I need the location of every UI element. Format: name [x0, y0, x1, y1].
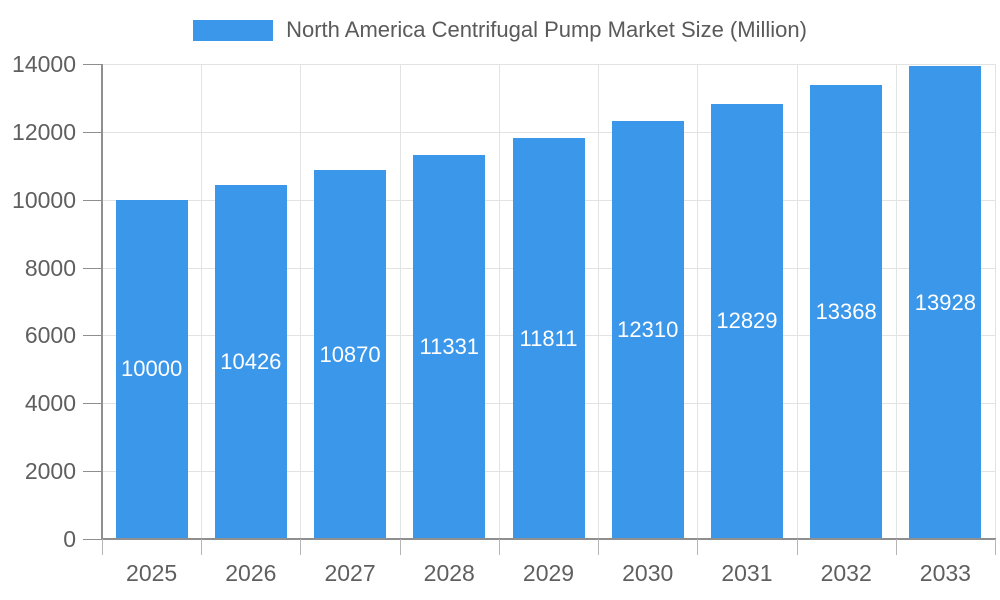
bar [512, 138, 585, 539]
x-tick-label: 2030 [622, 560, 674, 586]
grid-vline [697, 64, 699, 539]
y-tick-label: 2000 [24, 458, 76, 485]
x-tick-label: 2029 [522, 560, 575, 586]
bar-value-label: 12829 [716, 308, 778, 334]
grid-vline [399, 64, 401, 539]
x-axis-tick [201, 539, 203, 555]
y-tick-label: 14000 [12, 51, 76, 77]
x-tick-label: 2031 [721, 560, 773, 586]
y-axis-tick [83, 131, 103, 133]
x-axis-tick [498, 539, 500, 555]
y-tick-label: 6000 [24, 322, 76, 349]
x-axis-line [101, 538, 996, 540]
x-tick-label: 2032 [820, 560, 872, 586]
bar [909, 66, 982, 539]
bar [710, 103, 783, 539]
y-tick-label: 10000 [12, 186, 76, 213]
x-axis-tick [895, 539, 897, 555]
grid-vline [796, 64, 798, 539]
legend-swatch-icon [193, 19, 274, 41]
grid-vline [498, 64, 500, 539]
x-axis-tick [102, 539, 103, 555]
bar [214, 185, 287, 539]
x-tick-label: 2026 [225, 560, 277, 586]
y-tick-label: 0 [63, 526, 76, 552]
y-axis-tick [83, 471, 103, 473]
x-tick-label: 2033 [919, 560, 971, 586]
grid-vline [201, 64, 203, 539]
y-axis-tick [83, 199, 103, 201]
x-axis-tick [399, 539, 401, 555]
x-axis-tick [697, 539, 699, 555]
bar [115, 199, 188, 539]
bar-value-label: 11811 [519, 325, 578, 351]
bar-value-label: 10000 [121, 356, 183, 382]
bar [314, 170, 387, 539]
bar [611, 121, 684, 539]
y-axis-tick [83, 539, 103, 540]
y-axis-line [101, 64, 103, 539]
grid-vline [598, 64, 600, 539]
x-axis-tick [995, 539, 996, 555]
grid-vline [995, 64, 996, 539]
y-axis-tick [83, 403, 103, 405]
plot-area: 10000 10426 10870 11331 11811 12310 12829 13368… [102, 64, 996, 539]
x-axis-tick [598, 539, 600, 555]
x-tick-label: 2028 [423, 560, 475, 586]
grid-vline [300, 64, 302, 539]
legend[interactable]: North America Centrifugal Pump Market Si… [0, 17, 1000, 42]
x-axis-tick [796, 539, 798, 555]
x-tick-label: 2025 [126, 560, 178, 586]
y-axis-tick [83, 267, 103, 269]
grid-vline [895, 64, 897, 539]
x-axis-tick [300, 539, 302, 555]
bar-value-label: 13368 [815, 299, 877, 325]
bar-value-label: 12310 [617, 317, 679, 343]
bar [810, 85, 883, 539]
y-tick-label: 8000 [24, 254, 76, 281]
x-tick-label: 2027 [324, 560, 376, 586]
y-tick-label: 4000 [24, 390, 76, 417]
grid-hline [102, 131, 995, 133]
bar [413, 154, 486, 539]
bar-value-label: 13928 [914, 289, 976, 315]
y-tick-label: 12000 [12, 118, 76, 145]
bar-value-label: 10426 [220, 349, 282, 375]
grid-hline [102, 64, 995, 65]
y-axis-tick [83, 64, 103, 65]
legend-label: North America Centrifugal Pump Market Si… [286, 17, 807, 42]
bar-value-label: 10870 [319, 341, 381, 367]
y-axis-tick [83, 335, 103, 337]
bar-value-label: 11331 [419, 333, 480, 359]
